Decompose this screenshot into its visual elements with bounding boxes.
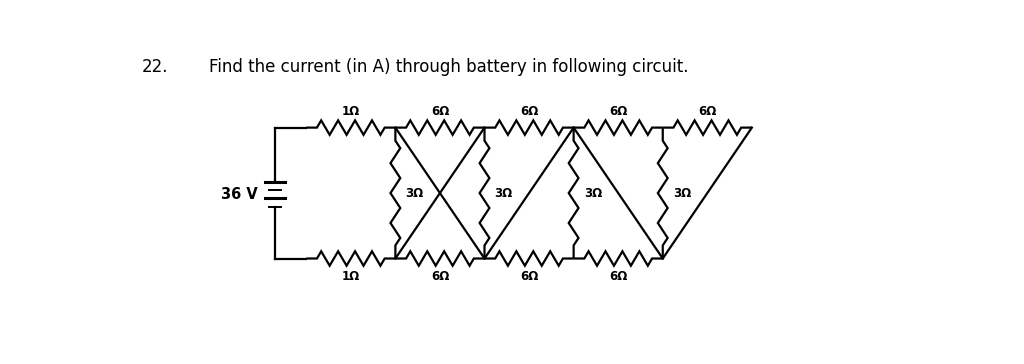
Text: 6Ω: 6Ω <box>609 270 628 283</box>
Text: 3Ω: 3Ω <box>495 187 513 199</box>
Text: 3Ω: 3Ω <box>673 187 691 199</box>
Text: 3Ω: 3Ω <box>584 187 602 199</box>
Text: 6Ω: 6Ω <box>431 270 450 283</box>
Text: Find the current (in A) through battery in following circuit.: Find the current (in A) through battery … <box>209 58 689 76</box>
Text: 6Ω: 6Ω <box>698 105 717 118</box>
Text: 6Ω: 6Ω <box>520 105 539 118</box>
Text: 3Ω: 3Ω <box>406 187 424 199</box>
Text: 1Ω: 1Ω <box>342 270 360 283</box>
Text: 36 V: 36 V <box>221 187 258 202</box>
Text: 1Ω: 1Ω <box>342 105 360 118</box>
Text: 6Ω: 6Ω <box>520 270 539 283</box>
Text: 6Ω: 6Ω <box>609 105 628 118</box>
Text: 22.: 22. <box>142 58 169 76</box>
Text: 6Ω: 6Ω <box>431 105 450 118</box>
